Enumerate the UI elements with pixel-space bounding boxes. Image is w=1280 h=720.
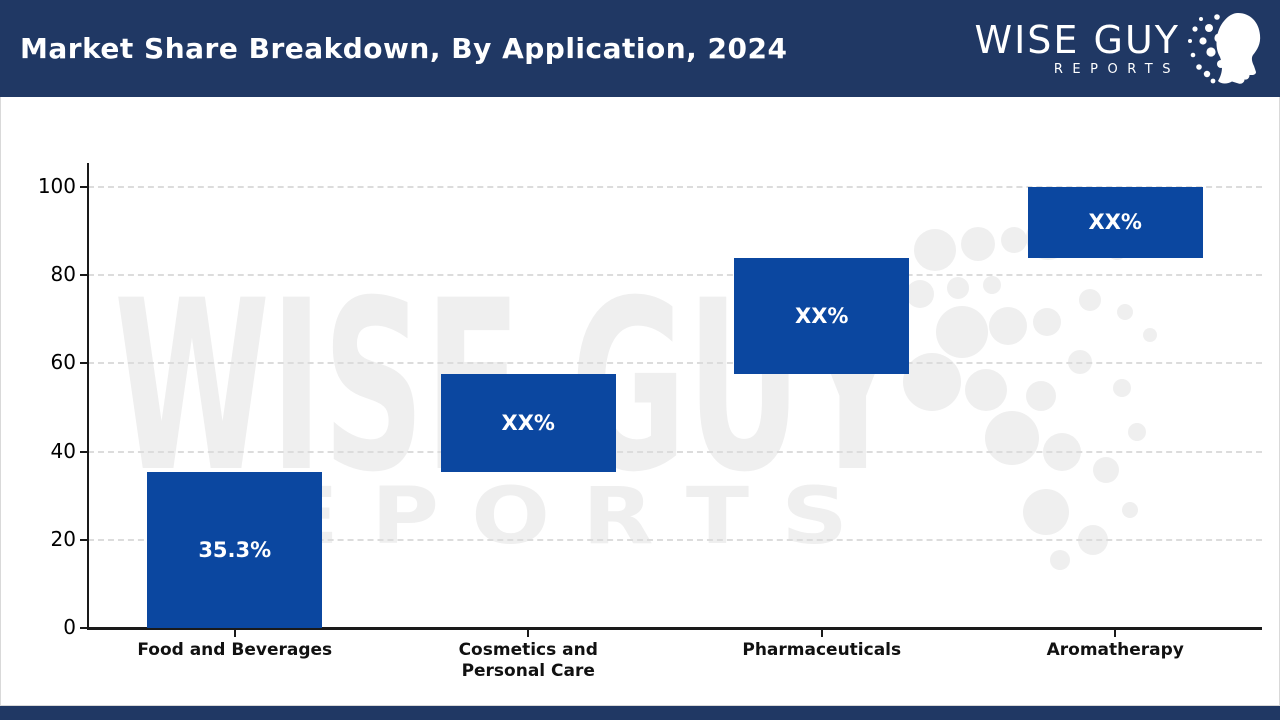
dotted-face-profile-icon [1188, 12, 1261, 84]
y-tick-label-100: 100 [37, 174, 76, 198]
bar-aromatherapy: XX% [1027, 187, 1203, 258]
gridline-y60 [88, 362, 1262, 365]
y-tick-100 [80, 186, 88, 188]
header-bar: Market Share Breakdown, By Application, … [0, 0, 1280, 97]
footer-bar [0, 705, 1280, 720]
bar-value-label-cosmetics-and-personal-care: XX% [501, 411, 555, 436]
y-tick-label-80: 80 [50, 262, 76, 287]
x-tick-food-and-beverages [233, 629, 236, 637]
bar-value-label-aromatherapy: XX% [1088, 210, 1142, 235]
y-tick-label-60: 60 [50, 350, 76, 375]
wise-guy-logo: WISE GUY REPORTS [975, 11, 1280, 87]
gridline-y100 [88, 186, 1262, 188]
x-tick-label-cosmetics-and-personal-care: Cosmetics and Personal Care [458, 640, 598, 682]
y-tick-label-20: 20 [50, 526, 76, 551]
logo-wordmark: WISE GUY [974, 18, 1180, 62]
bar-value-label-food-and-beverages: 35.3% [198, 538, 272, 563]
y-tick-20 [80, 538, 88, 541]
x-axis-line [87, 627, 1262, 630]
x-tick-label-pharmaceuticals: Pharmaceuticals [742, 640, 902, 660]
y-tick-label-0: 0 [63, 615, 76, 639]
y-tick-0 [80, 627, 88, 629]
y-tick-60 [80, 362, 88, 365]
logo-subtitle: REPORTS [1053, 62, 1180, 77]
y-tick-80 [80, 274, 88, 277]
gridline-y40 [88, 450, 1262, 453]
bar-pharmaceuticals: XX% [734, 257, 910, 375]
x-tick-cosmetics-and-personal-care [527, 629, 530, 637]
x-tick-pharmaceuticals [820, 629, 823, 637]
gridline-y20 [88, 538, 1262, 541]
y-tick-label-40: 40 [50, 438, 76, 463]
y-axis-line [87, 163, 89, 630]
x-tick-aromatherapy [1114, 629, 1117, 637]
logo-text: WISE GUY REPORTS [975, 21, 1180, 76]
x-tick-label-aromatherapy: Aromatherapy [1046, 640, 1184, 660]
bar-cosmetics-and-personal-care: XX% [440, 374, 616, 473]
x-tick-label-food-and-beverages: Food and Beverages [137, 640, 333, 660]
bar-food-and-beverages: 35.3% [147, 472, 323, 628]
chart-title: Market Share Breakdown, By Application, … [20, 32, 788, 65]
y-tick-40 [80, 450, 88, 453]
gridline-y80 [88, 274, 1262, 277]
bar-value-label-pharmaceuticals: XX% [795, 303, 849, 328]
